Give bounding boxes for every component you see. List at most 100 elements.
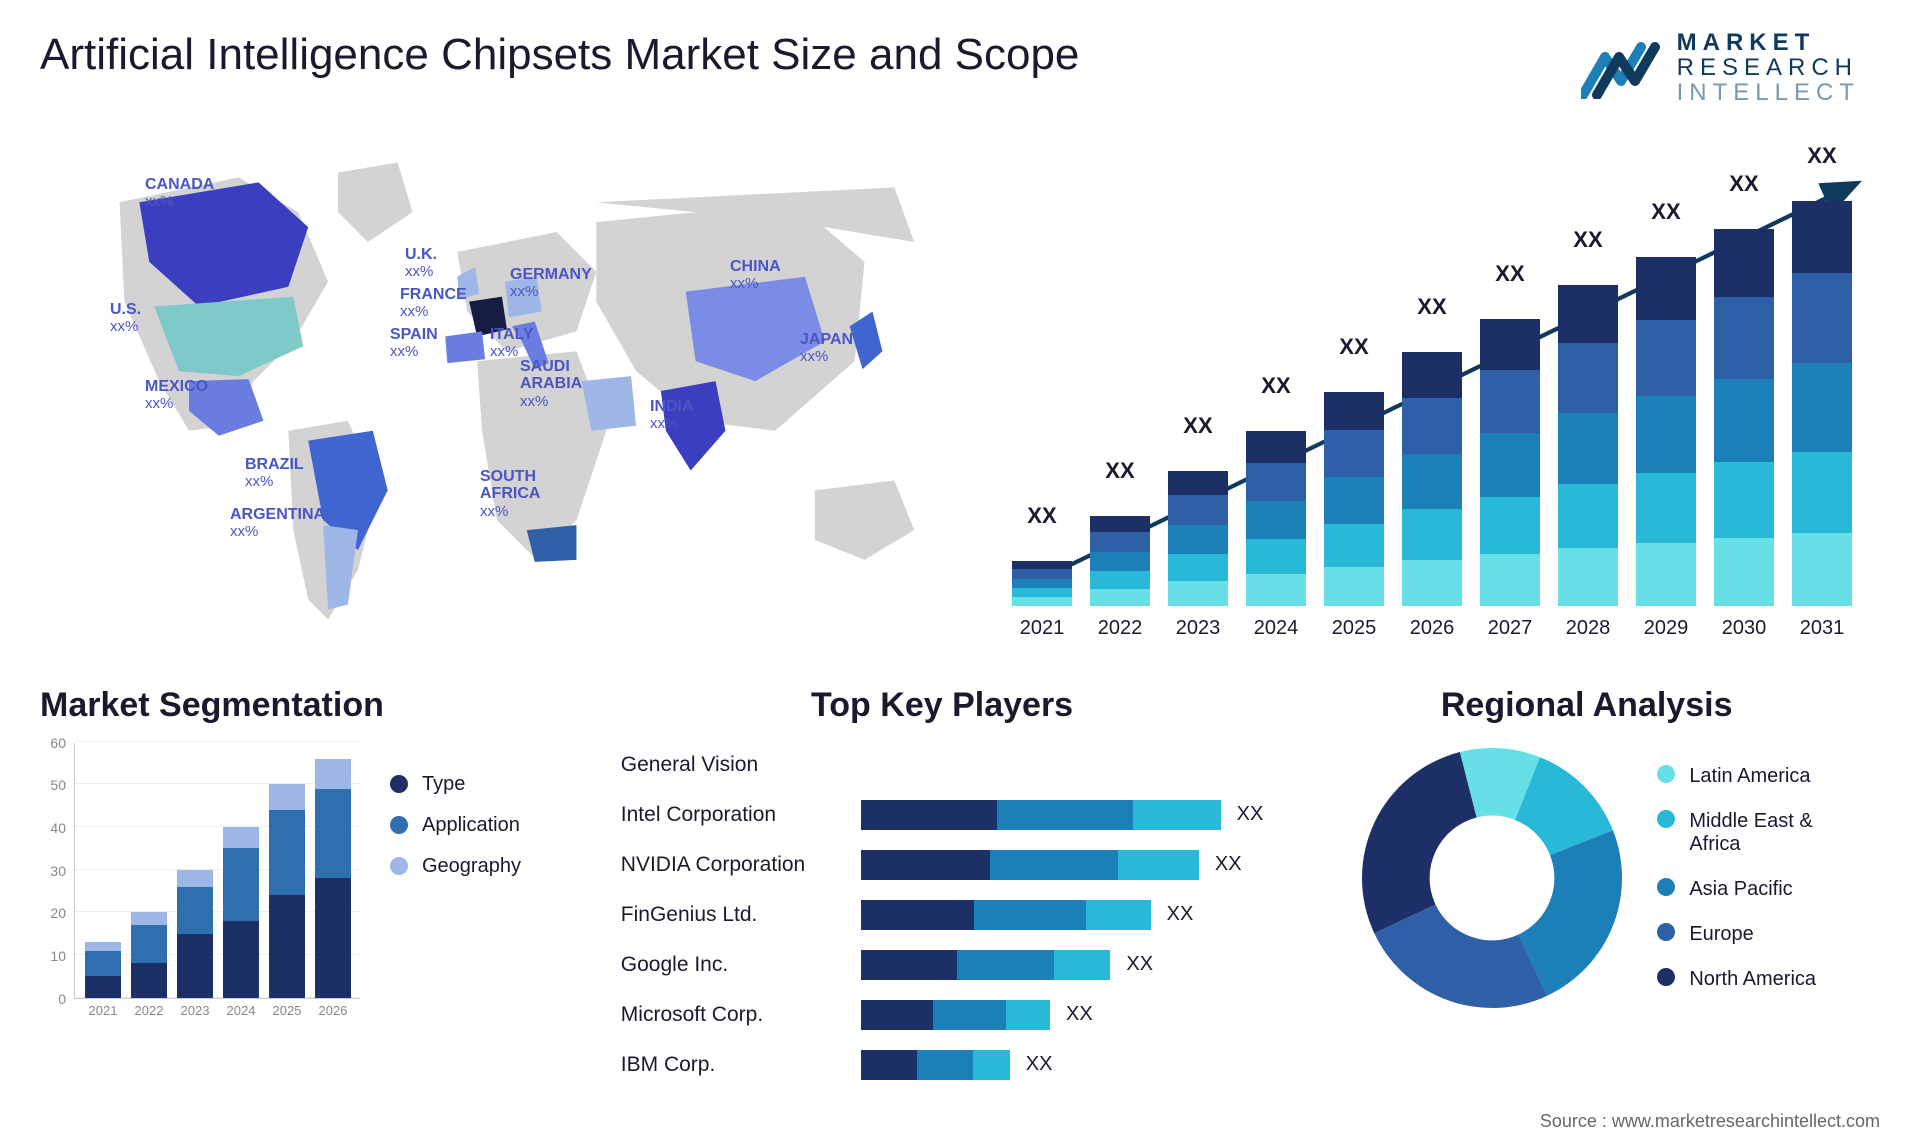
forecast-year-label: 2027 <box>1475 617 1545 640</box>
map-label: SPAINxx% <box>390 326 438 361</box>
player-row: Google Inc. XX <box>621 943 1264 987</box>
players-chart: General VisionIntel CorporationXXNVIDIA … <box>621 743 1264 1087</box>
forecast-bar <box>1792 201 1852 606</box>
legend-item: North America <box>1657 968 1816 991</box>
forecast-value-label: XX <box>1417 294 1446 320</box>
player-name: Microsoft Corp. <box>621 1003 861 1027</box>
map-label: MEXICOxx% <box>145 378 208 413</box>
player-bar <box>861 1050 1010 1080</box>
player-row: Microsoft Corp.XX <box>621 993 1264 1037</box>
source-attribution: Source : www.marketresearchintellect.com <box>1540 1111 1880 1132</box>
forecast-bar <box>1714 229 1774 606</box>
players-title: Top Key Players <box>621 686 1264 725</box>
segmentation-bar <box>177 870 213 998</box>
map-label: GERMANYxx% <box>510 266 592 301</box>
regional-donut <box>1357 743 1627 1013</box>
forecast-bar <box>1246 431 1306 605</box>
forecast-value-label: XX <box>1105 458 1134 484</box>
legend-item: Latin America <box>1657 765 1816 788</box>
forecast-year-label: 2026 <box>1397 617 1467 640</box>
map-label: BRAZILxx% <box>245 456 304 491</box>
forecast-bar <box>1090 516 1150 606</box>
forecast-year-label: 2023 <box>1163 617 1233 640</box>
forecast-year-label: 2024 <box>1241 617 1311 640</box>
player-value: XX <box>1126 953 1153 976</box>
forecast-value-label: XX <box>1573 227 1602 253</box>
segmentation-chart: 0102030405060 202120222023202420252026 <box>40 743 360 1023</box>
map-label: ITALYxx% <box>490 326 534 361</box>
regional-title: Regional Analysis <box>1293 686 1880 725</box>
map-label: JAPANxx% <box>800 331 853 366</box>
player-name: FinGenius Ltd. <box>621 903 861 927</box>
player-value: XX <box>1215 853 1242 876</box>
forecast-bar <box>1168 471 1228 606</box>
forecast-year-label: 2029 <box>1631 617 1701 640</box>
map-label: CHINAxx% <box>730 258 781 293</box>
forecast-bar <box>1558 285 1618 606</box>
forecast-bar <box>1480 319 1540 606</box>
legend-item: Asia Pacific <box>1657 878 1816 901</box>
segmentation-title: Market Segmentation <box>40 686 571 725</box>
forecast-bar <box>1012 561 1072 606</box>
forecast-bar <box>1636 257 1696 606</box>
map-label: U.S.xx% <box>110 301 141 336</box>
forecast-value-label: XX <box>1183 413 1212 439</box>
brand-logo: MARKET RESEARCH INTELLECT <box>1581 30 1860 106</box>
brand-logo-l3: INTELLECT <box>1677 80 1860 105</box>
forecast-value-label: XX <box>1495 261 1524 287</box>
forecast-year-label: 2030 <box>1709 617 1779 640</box>
map-label: ARGENTINAxx% <box>230 506 325 541</box>
player-row: IBM Corp.XX <box>621 1043 1264 1087</box>
forecast-value-label: XX <box>1729 171 1758 197</box>
forecast-bar <box>1324 392 1384 606</box>
map-label: U.K.xx% <box>405 246 437 281</box>
player-row: FinGenius Ltd. XX <box>621 893 1264 937</box>
segmentation-bar <box>223 827 259 998</box>
legend-item: Geography <box>390 855 521 878</box>
forecast-chart: 2021 XX 2022 XX 2023 XX 2024 XX 2025 XX 2026 XX 2027… <box>954 126 1880 656</box>
forecast-bar <box>1402 352 1462 605</box>
segmentation-bar <box>131 912 167 997</box>
forecast-value-label: XX <box>1261 373 1290 399</box>
regional-legend: Latin America Middle East &Africa Asia Pac… <box>1657 765 1816 991</box>
player-bar <box>861 950 1111 980</box>
map-label: SAUDIARABIAxx% <box>520 358 582 411</box>
brand-logo-l1: MARKET <box>1677 30 1860 55</box>
page-title: Artificial Intelligence Chipsets Market … <box>40 30 1079 80</box>
player-value: XX <box>1237 803 1264 826</box>
player-row: Intel Corporation XX <box>621 793 1264 837</box>
player-value: XX <box>1167 903 1194 926</box>
segmentation-bar <box>315 759 351 998</box>
player-name: General Vision <box>621 753 861 777</box>
player-bar <box>861 900 1151 930</box>
forecast-year-label: 2022 <box>1085 617 1155 640</box>
donut-slice <box>1362 752 1477 933</box>
player-bar <box>861 800 1221 830</box>
forecast-year-label: 2031 <box>1787 617 1857 640</box>
brand-logo-l2: RESEARCH <box>1677 55 1860 80</box>
segmentation-bar <box>85 942 121 997</box>
forecast-year-label: 2021 <box>1007 617 1077 640</box>
segmentation-bar <box>269 784 305 997</box>
legend-item: Europe <box>1657 923 1816 946</box>
player-bar <box>861 1000 1050 1030</box>
player-name: Google Inc. <box>621 953 861 977</box>
legend-item: Application <box>390 814 521 837</box>
player-name: IBM Corp. <box>621 1053 861 1077</box>
world-map: CANADAxx%U.S.xx%MEXICOxx%BRAZILxx%ARGENT… <box>40 126 954 656</box>
player-name: Intel Corporation <box>621 803 861 827</box>
forecast-value-label: XX <box>1339 334 1368 360</box>
brand-logo-icon <box>1581 37 1663 99</box>
legend-item: Type <box>390 773 521 796</box>
player-row: NVIDIA Corporation XX <box>621 843 1264 887</box>
player-row: General Vision <box>621 743 1264 787</box>
player-bar <box>861 850 1199 880</box>
forecast-year-label: 2028 <box>1553 617 1623 640</box>
segmentation-legend: Type Application Geography <box>390 773 521 1023</box>
player-name: NVIDIA Corporation <box>621 853 861 877</box>
legend-item: Middle East &Africa <box>1657 810 1816 856</box>
forecast-value-label: XX <box>1027 503 1056 529</box>
forecast-value-label: XX <box>1807 143 1836 169</box>
map-label: INDIAxx% <box>650 398 694 433</box>
forecast-year-label: 2025 <box>1319 617 1389 640</box>
